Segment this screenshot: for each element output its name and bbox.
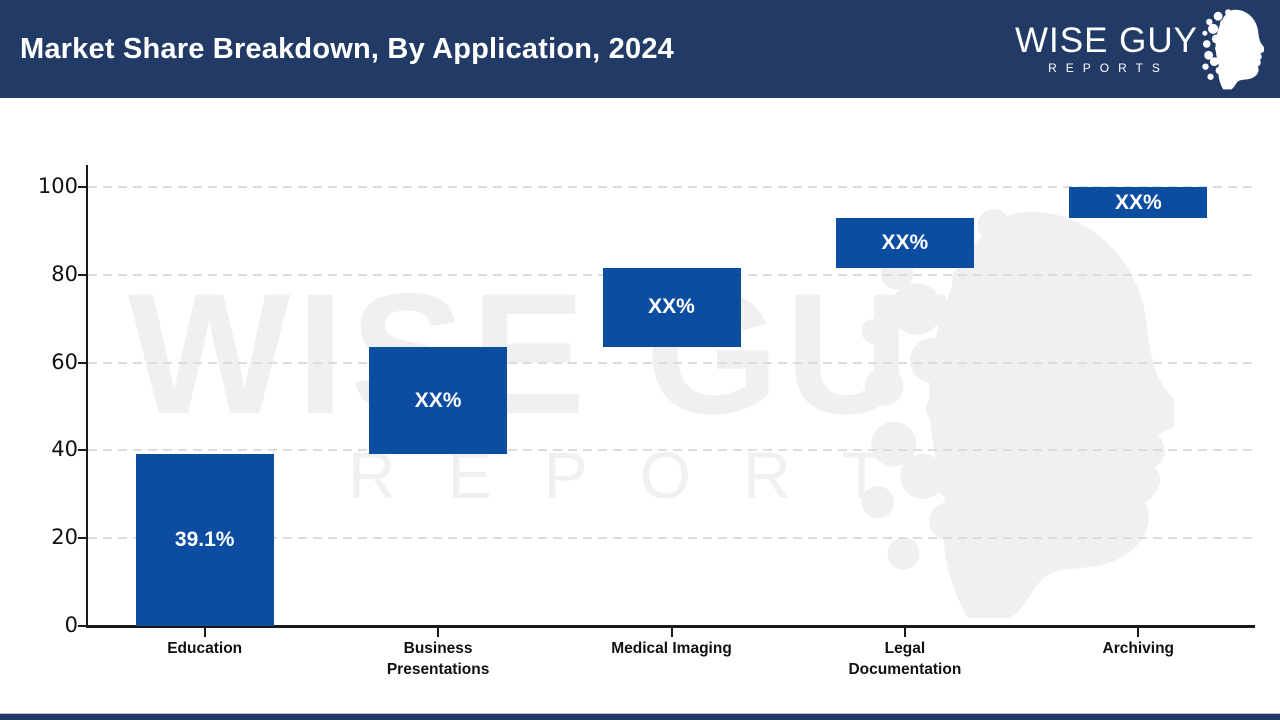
y-tick-label-0: 0 [64,613,78,637]
logo-head-icon [1202,9,1264,90]
logo-wordmark: WISE GUY REPORTS [1014,20,1198,76]
bar-medical-imaging: XX% [602,267,741,347]
x-axis-line [86,625,1255,628]
x-tick-label-1: Business Presentations [386,640,490,678]
x-tick-label-4: Archiving [1102,640,1175,657]
gridline-y-40 [88,449,1255,452]
bar-business-presentations: XX% [369,346,508,455]
logo-wordmark-line1: WISE GUY [1014,20,1198,60]
logo-wordmark-line2: REPORTS [1048,61,1169,76]
bar-value-label: 39.1% [174,528,235,552]
y-tick-mark-0 [78,625,87,627]
x-tick-mark-3 [903,627,906,637]
x-tick-label-2: Medical Imaging [611,640,732,657]
y-tick-mark-40 [78,449,87,452]
bar-value-label: XX% [1114,190,1162,214]
y-tick-label-80: 80 [51,261,78,286]
brand-logo: WISE GUY REPORTS [1015,6,1264,92]
bar-archiving: XX% [1069,187,1208,219]
y-axis-line [86,165,88,628]
bar-value-label: XX% [881,230,929,254]
y-tick-label-40: 40 [51,437,78,462]
x-tick-mark-2 [670,627,673,637]
bar-education: 39.1% [135,454,274,626]
bar-legal-documentation: XX% [835,218,974,268]
x-tick-mark-4 [1137,627,1140,637]
bar-value-label: XX% [648,295,695,319]
y-tick-mark-60 [78,361,87,364]
y-tick-mark-100 [78,186,87,188]
gridline-y-20 [88,537,1255,540]
x-tick-mark-0 [203,627,206,637]
y-tick-label-60: 60 [51,349,78,374]
header-bar: Market Share Breakdown, By Application, … [0,0,1280,98]
chart-title: Market Share Breakdown, By Application, … [20,33,674,65]
gridline-y-100 [88,186,1255,188]
bar-value-label: XX% [414,388,462,412]
y-tick-mark-20 [78,537,87,540]
footer-bar [0,713,1280,720]
gridline-y-60 [88,361,1255,364]
y-tick-mark-80 [78,273,87,276]
x-tick-label-0: Education [167,640,243,657]
x-tick-mark-1 [437,627,440,637]
y-tick-label-20: 20 [51,525,78,550]
x-tick-label-3: Legal Documentation [848,640,962,678]
watermark-wordmark-line1: WISE GUY [128,258,1037,450]
y-tick-label-100: 100 [37,174,78,198]
